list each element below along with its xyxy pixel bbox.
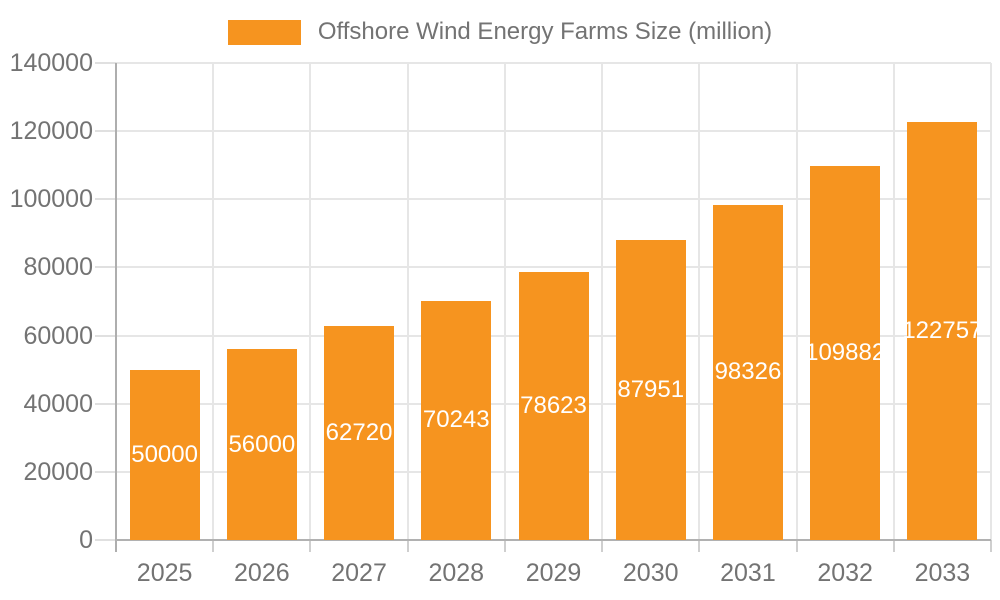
x-axis-tick [795, 540, 798, 552]
bar-value-label: 62720 [325, 419, 393, 447]
bar-value-label: 78623 [520, 392, 587, 420]
legend-label: Offshore Wind Energy Farms Size (million… [317, 18, 773, 45]
bar-value-label: 122757 [902, 316, 983, 344]
bar-value-label: 50000 [131, 440, 198, 468]
y-axis-tick [95, 62, 116, 64]
x-gridline [406, 63, 409, 540]
bar-value-label: 98326 [714, 358, 782, 386]
bar [615, 240, 686, 540]
x-gridline [990, 63, 992, 540]
y-tick-label: 80000 [23, 253, 93, 282]
bar-value-label: 56000 [228, 430, 296, 458]
bar [421, 300, 492, 540]
bar [712, 204, 783, 540]
x-tick-label: 2032 [817, 559, 873, 587]
bar [324, 326, 395, 540]
legend[interactable]: Offshore Wind Energy Farms Size (million… [0, 18, 1000, 46]
y-axis-tick [95, 470, 116, 473]
x-tick-label: 2027 [331, 559, 387, 587]
x-axis-tick [212, 540, 215, 552]
x-tick-label: 2028 [428, 559, 485, 587]
y-axis-tick [95, 402, 116, 405]
y-tick-label: 0 [79, 526, 93, 554]
x-gridline [212, 63, 215, 540]
x-axis-line [116, 539, 991, 541]
x-axis-tick [601, 540, 604, 552]
y-axis-tick [95, 198, 116, 201]
bar [518, 272, 589, 540]
y-axis-tick [95, 539, 116, 541]
y-gridline [116, 266, 991, 269]
y-tick-label: 60000 [23, 321, 93, 350]
x-axis-tick [698, 540, 701, 552]
x-gridline [601, 63, 604, 540]
bar [226, 349, 297, 540]
x-axis-tick [503, 540, 506, 552]
x-tick-label: 2030 [622, 559, 679, 587]
bar-value-label: 87951 [617, 376, 685, 404]
y-gridline [116, 198, 991, 201]
y-axis-line [115, 63, 117, 552]
y-tick-label: 140000 [9, 49, 93, 77]
x-axis-tick [990, 540, 992, 552]
bar-value-label: 109882 [805, 338, 886, 366]
y-gridline [116, 62, 991, 64]
y-tick-label: 40000 [23, 389, 93, 418]
x-gridline [309, 63, 312, 540]
y-axis-tick [95, 266, 116, 269]
y-tick-label: 20000 [23, 457, 93, 486]
x-tick-label: 2026 [234, 559, 290, 587]
y-gridline [116, 130, 991, 133]
y-axis-tick [95, 334, 116, 337]
x-axis-tick [892, 540, 895, 552]
x-gridline [503, 63, 506, 540]
y-axis-tick [95, 130, 116, 133]
bar-value-label: 70243 [422, 406, 490, 434]
bar [129, 369, 200, 540]
x-tick-label: 2029 [525, 559, 582, 587]
x-tick-label: 2025 [136, 559, 193, 587]
y-tick-label: 100000 [9, 185, 93, 214]
bar [810, 165, 881, 540]
x-gridline [892, 63, 895, 540]
legend-swatch-icon [227, 19, 301, 45]
x-gridline [795, 63, 798, 540]
x-tick-label: 2031 [720, 559, 776, 587]
y-tick-label: 120000 [9, 117, 93, 146]
x-axis-tick [406, 540, 409, 552]
x-tick-label: 2033 [914, 559, 971, 587]
bar [907, 121, 978, 540]
x-gridline [698, 63, 701, 540]
x-axis-tick [309, 540, 312, 552]
